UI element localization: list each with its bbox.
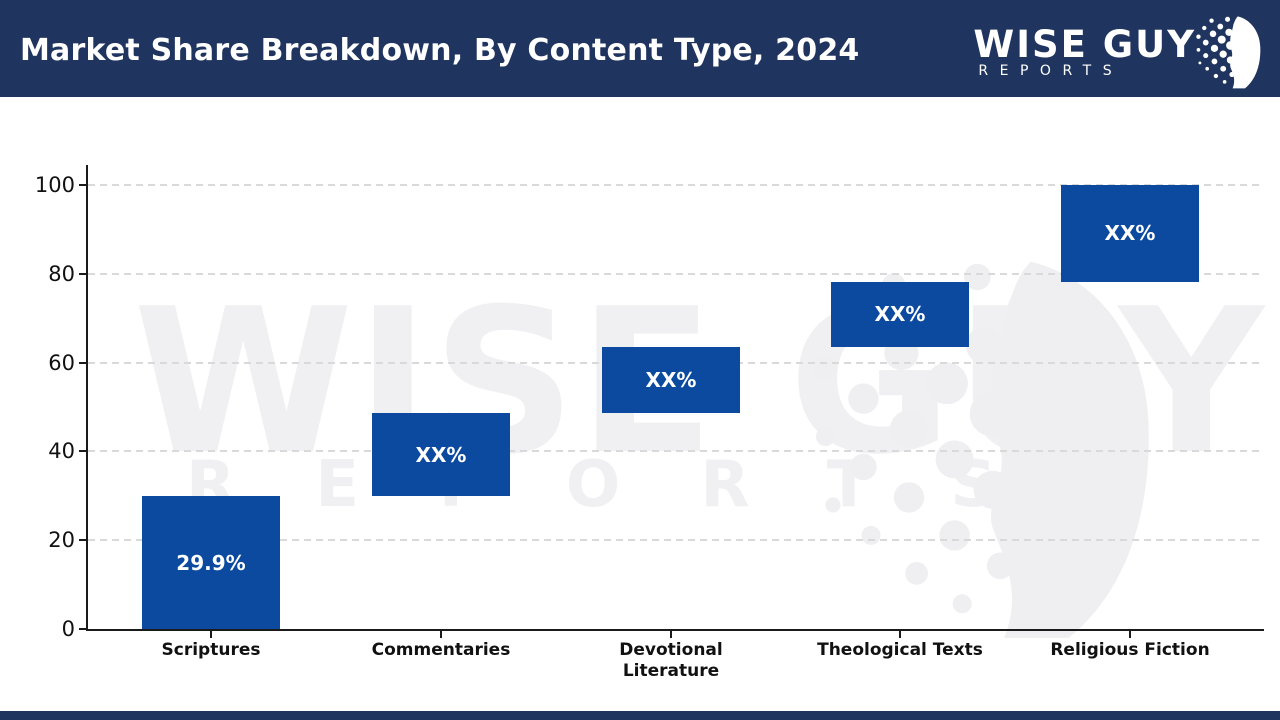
y-axis-line (86, 165, 88, 631)
chart-title: Market Share Breakdown, By Content Type,… (20, 33, 860, 68)
y-tick-label-40: 40 (48, 439, 75, 464)
logo-face-icon (1196, 16, 1261, 89)
gridline-40 (88, 450, 1264, 453)
y-tick-label-100: 100 (34, 173, 75, 197)
y-tickmark-80 (79, 272, 86, 275)
bar-devotional-literature (602, 347, 740, 414)
y-tick-label-80: 80 (48, 261, 75, 286)
bar-value-label: XX% (645, 368, 697, 393)
wise-guy-reports-logo: WISE GUY REPORTS (973, 12, 1266, 92)
bar-value-label: 29.9% (176, 550, 246, 575)
x-tickmark-1 (440, 631, 442, 638)
logo-subtitle: REPORTS (978, 62, 1124, 79)
y-tickmark-0 (79, 628, 86, 630)
x-tickmark-4 (1129, 631, 1131, 638)
logo-name: WISE GUY (973, 23, 1196, 67)
bar-scriptures (142, 496, 280, 629)
y-tick-label-20: 20 (48, 528, 75, 553)
bar-value-label: XX% (874, 302, 926, 327)
x-category-label-1: Commentaries (371, 640, 511, 660)
y-tick-label-60: 60 (48, 350, 75, 375)
footer-bar (0, 711, 1280, 720)
x-category-label-3: Theological Texts (817, 640, 983, 660)
bar-commentaries (372, 413, 510, 497)
logo-text: WISE GUY REPORTS (973, 23, 1196, 79)
bar-value-label: XX% (1104, 221, 1156, 246)
gridline-20 (88, 539, 1264, 542)
x-tickmark-2 (670, 631, 672, 638)
header-bar: Market Share Breakdown, By Content Type,… (0, 0, 1280, 97)
gridline-80 (88, 272, 1264, 275)
watermark-subtext: REPORTS (186, 448, 1077, 522)
y-tickmark-40 (79, 450, 86, 453)
y-tickmark-100 (79, 184, 86, 186)
x-category-label-4: Religious Fiction (1050, 640, 1210, 660)
y-tickmark-60 (79, 361, 86, 364)
y-tickmark-20 (79, 539, 86, 542)
x-category-label-0: Scriptures (161, 640, 261, 660)
x-tickmark-0 (210, 631, 212, 638)
bar-value-label: XX% (415, 442, 467, 467)
x-axis-line (86, 629, 1264, 631)
x-tickmark-3 (899, 631, 901, 638)
y-tick-label-0: 0 (61, 617, 75, 641)
gridline-100 (88, 184, 1264, 186)
x-category-label-2: Devotional Literature (619, 640, 723, 682)
